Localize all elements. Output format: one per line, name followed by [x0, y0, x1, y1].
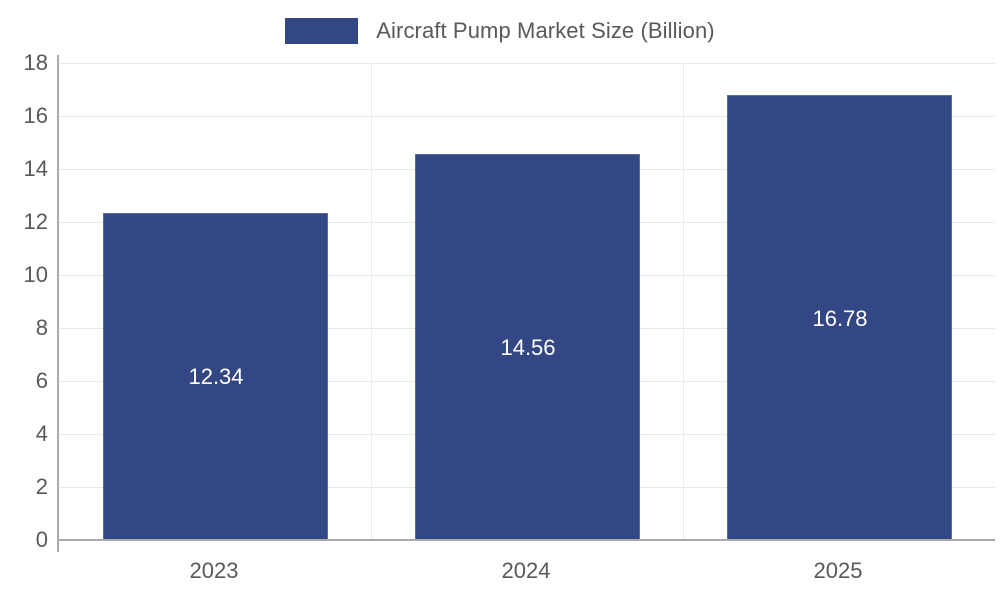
x-tick-label-2025: 2025 — [813, 558, 863, 583]
bar-value-label-2025: 16.78 — [812, 306, 868, 331]
bar-2025[interactable] — [727, 95, 952, 540]
y-tick-label: 0 — [35, 527, 48, 552]
y-tick-label: 10 — [23, 262, 48, 287]
y-tick-label: 12 — [23, 209, 48, 234]
legend-color-swatch-icon — [285, 18, 359, 44]
chart-legend: Aircraft Pump Market Size (Billion) — [0, 0, 1000, 62]
y-axis-tick-labels: 18 16 14 12 10 8 6 4 2 0 — [0, 52, 48, 551]
gridline-vertical — [371, 63, 372, 540]
y-tick-label: 16 — [23, 103, 48, 128]
gridline-horizontal — [58, 116, 995, 117]
y-tick-label: 6 — [35, 368, 48, 393]
x-tick-label-2023: 2023 — [189, 558, 239, 583]
bar-2024[interactable] — [415, 154, 640, 540]
y-axis-line — [57, 55, 59, 552]
gridline-vertical — [683, 63, 684, 540]
y-tick-label: 14 — [23, 156, 48, 181]
gridline-horizontal — [58, 63, 995, 64]
y-tick-label: 8 — [35, 315, 48, 340]
y-tick-label: 18 — [23, 50, 48, 75]
legend-item-label: Aircraft Pump Market Size (Billion) — [376, 18, 715, 43]
y-tick-label: 4 — [35, 421, 48, 446]
bar-value-label-2024: 14.56 — [500, 335, 556, 360]
legend-item-aircraft-pump-market-size[interactable]: Aircraft Pump Market Size (Billion) — [285, 18, 715, 44]
x-axis-line — [58, 539, 995, 541]
bar-value-label-2023: 12.34 — [188, 364, 244, 389]
y-tick-label: 2 — [35, 474, 48, 499]
plot-area: 12.34 14.56 16.78 — [58, 63, 995, 540]
bar-2023[interactable] — [103, 213, 328, 540]
x-tick-label-2024: 2024 — [501, 558, 551, 583]
